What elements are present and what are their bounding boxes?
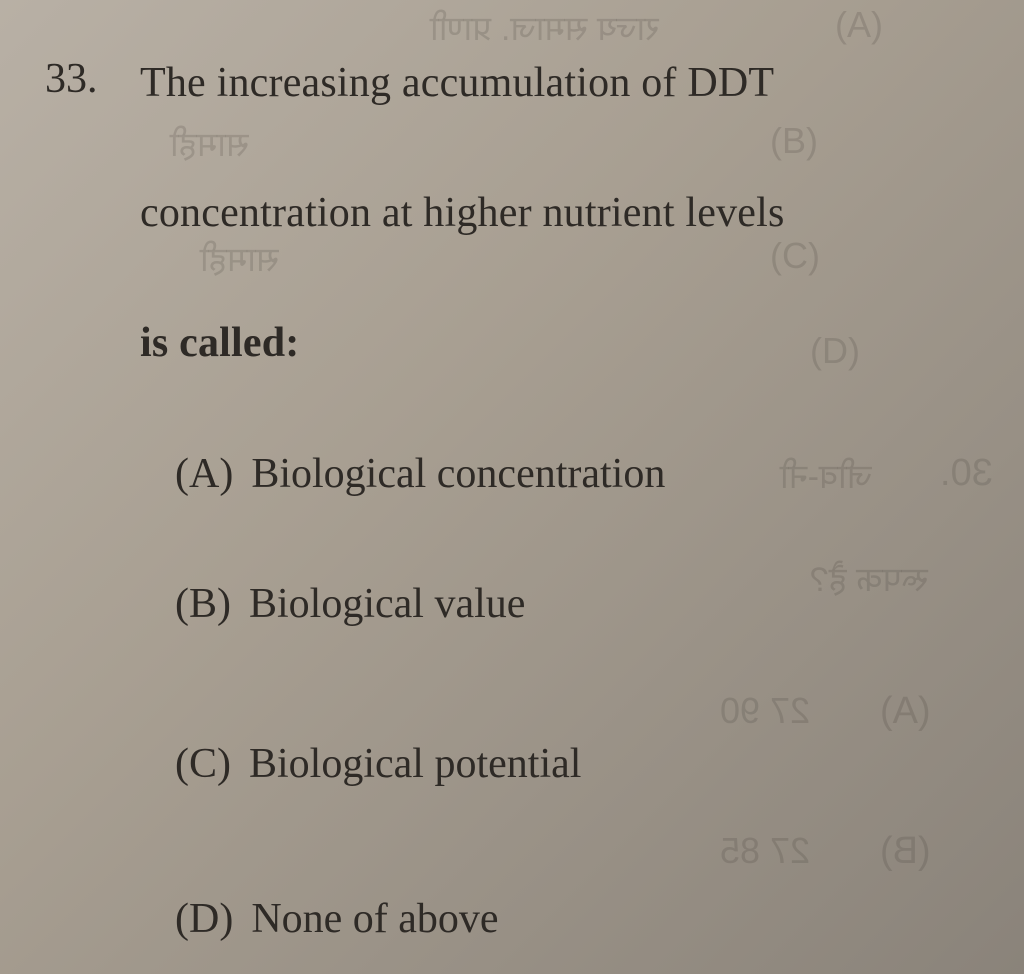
option-label: (A) [175, 451, 233, 497]
question-stem-line: concentration at higher nutrient levels [140, 185, 785, 242]
ghost-text: 30. [940, 452, 993, 495]
ghost-text: (D) [810, 330, 860, 372]
question-stem-line: is called: [140, 315, 299, 372]
question-stem-line: The increasing accumulation of DDT [140, 55, 774, 112]
option-b: (B) Biological value [175, 580, 525, 628]
ghost-text: सामही [170, 120, 249, 166]
ghost-text: राज्य समाज. प्राणी [430, 4, 659, 50]
ghost-text: जीव-नी [780, 452, 872, 498]
ghost-text: (A) [835, 4, 883, 46]
option-label: (C) [175, 741, 231, 787]
ghost-text: (A) [880, 690, 931, 733]
option-text: None of above [251, 896, 498, 942]
option-c: (C) Biological potential [175, 740, 581, 788]
ghost-text: 27 85 [720, 830, 810, 872]
option-label: (B) [175, 581, 231, 627]
ghost-text: रूपक है? [810, 555, 928, 601]
question-number: 33. [45, 55, 98, 103]
option-text: Biological concentration [251, 451, 665, 497]
exam-page: राज्य समाज. प्राणी (A) सामही (B) सामही (… [0, 0, 1024, 974]
ghost-text: (B) [880, 830, 931, 873]
ghost-text: सामही [200, 235, 279, 281]
option-text: Biological value [249, 581, 525, 627]
ghost-text: 27 90 [720, 690, 810, 732]
ghost-text: (B) [770, 120, 818, 162]
option-label: (D) [175, 896, 233, 942]
option-a: (A) Biological concentration [175, 450, 665, 498]
option-d: (D) None of above [175, 895, 499, 943]
option-text: Biological potential [249, 741, 581, 787]
